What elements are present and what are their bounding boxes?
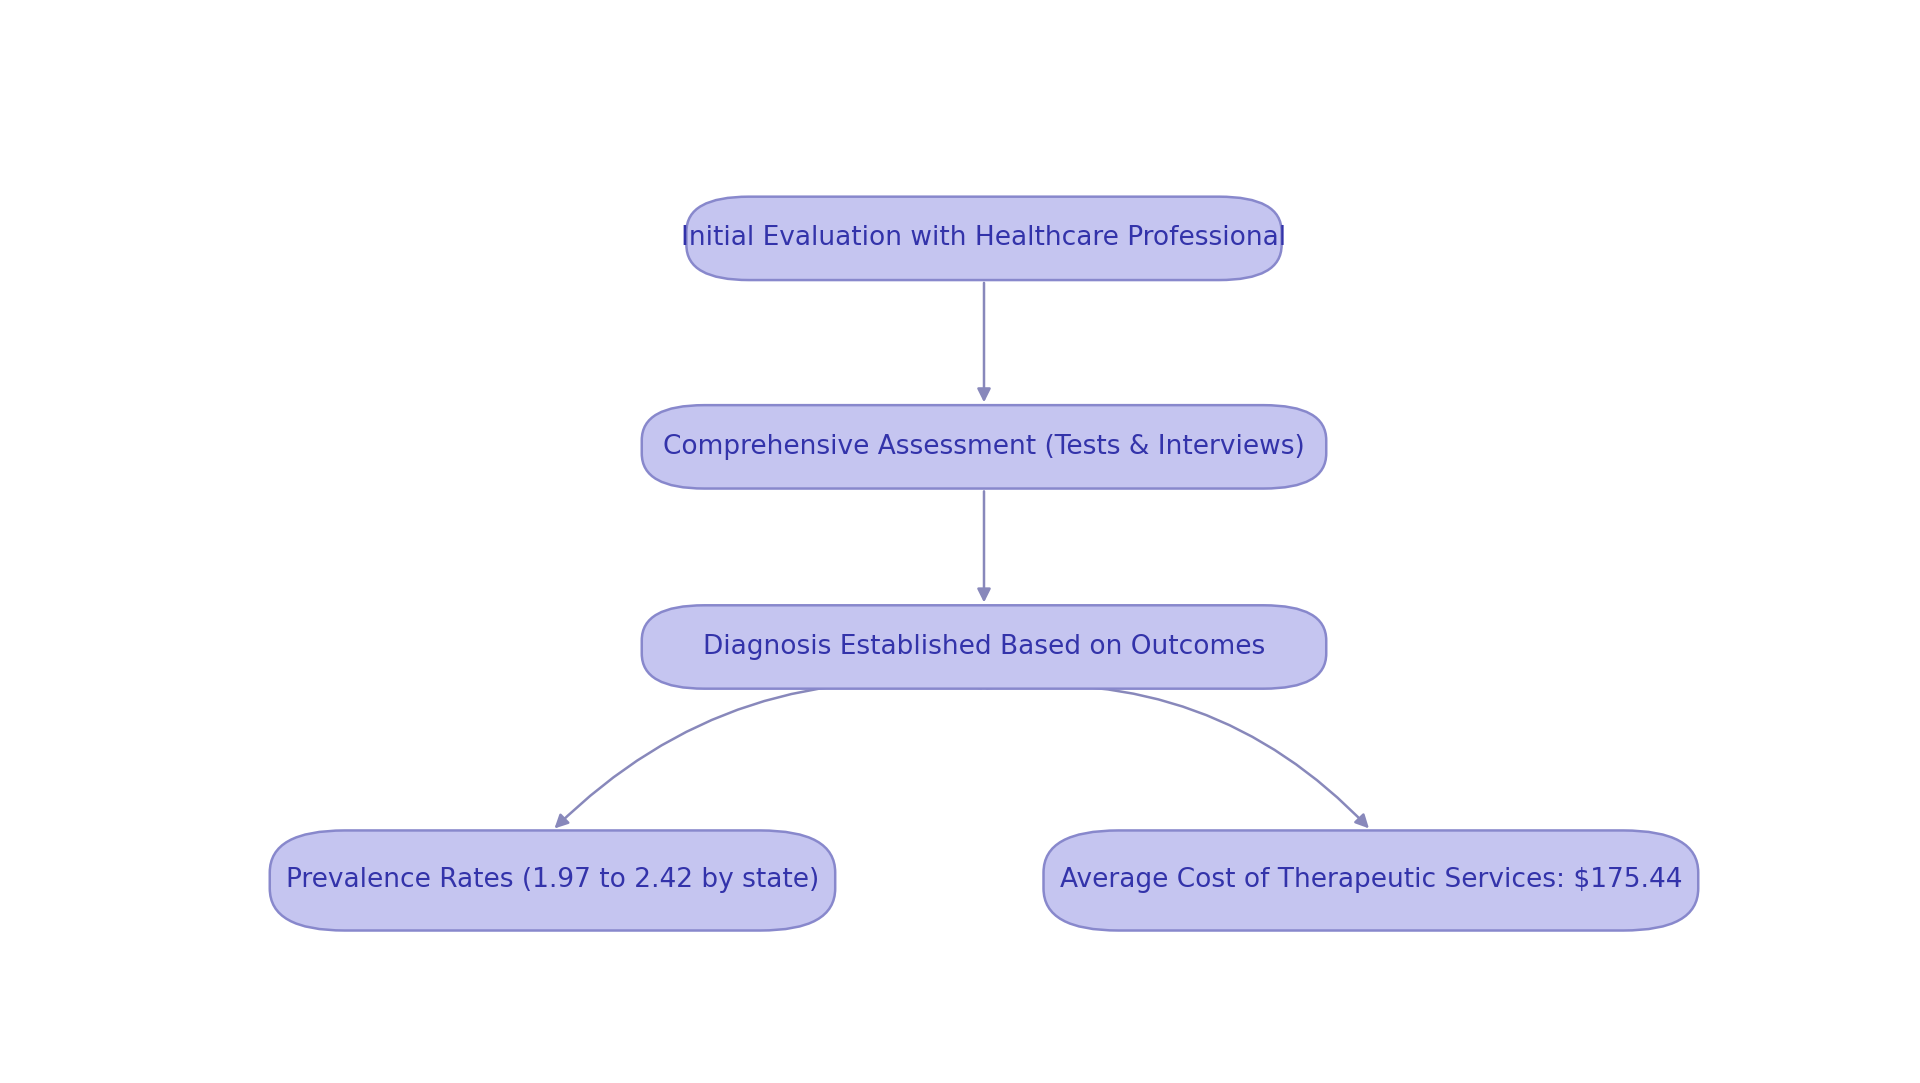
FancyBboxPatch shape — [687, 197, 1283, 280]
FancyBboxPatch shape — [269, 831, 835, 930]
Text: Diagnosis Established Based on Outcomes: Diagnosis Established Based on Outcomes — [703, 634, 1265, 660]
Text: Average Cost of Therapeutic Services: $175.44: Average Cost of Therapeutic Services: $1… — [1060, 867, 1682, 893]
FancyBboxPatch shape — [641, 605, 1327, 689]
Text: Prevalence Rates (1.97 to 2.42 by state): Prevalence Rates (1.97 to 2.42 by state) — [286, 867, 820, 893]
Text: Comprehensive Assessment (Tests & Interviews): Comprehensive Assessment (Tests & Interv… — [662, 434, 1306, 460]
FancyBboxPatch shape — [1044, 831, 1697, 930]
Text: Initial Evaluation with Healthcare Professional: Initial Evaluation with Healthcare Profe… — [682, 225, 1286, 251]
FancyBboxPatch shape — [641, 405, 1327, 488]
